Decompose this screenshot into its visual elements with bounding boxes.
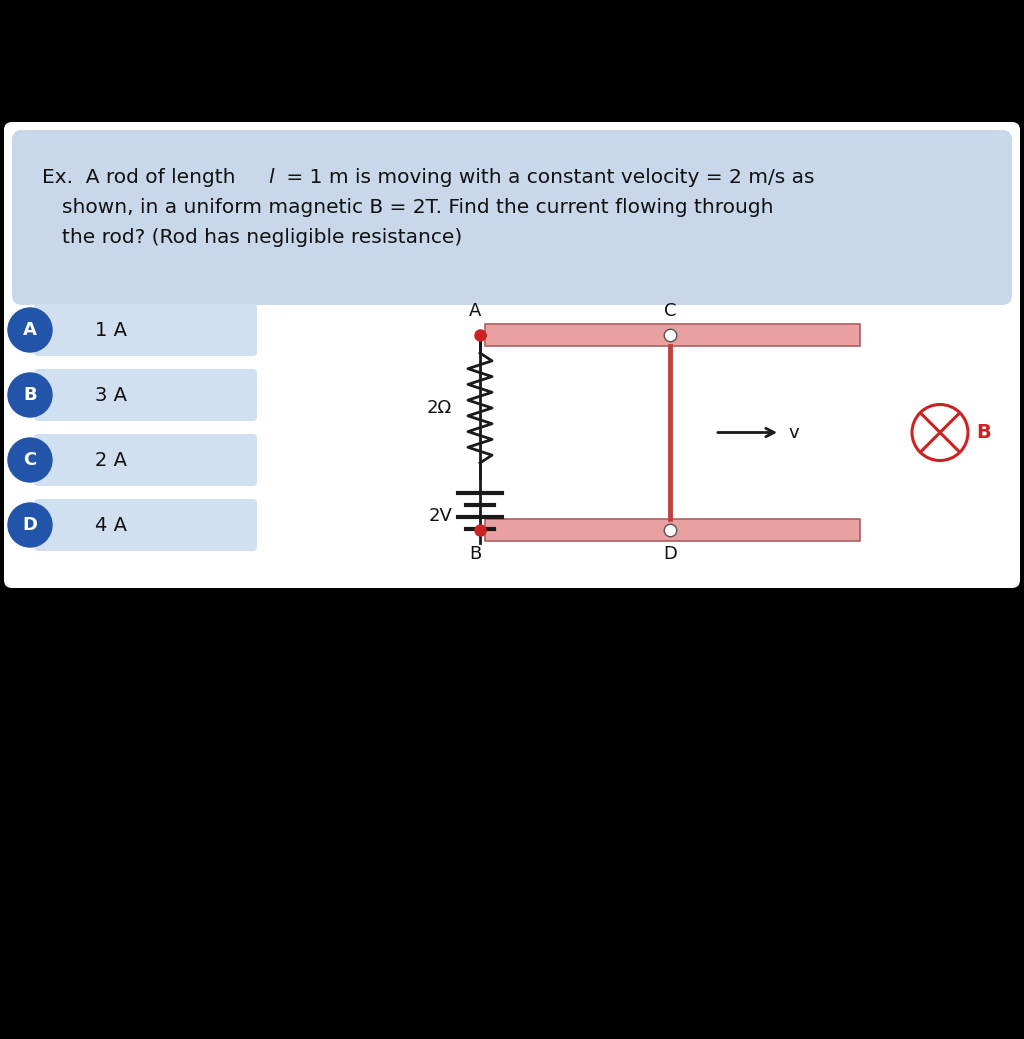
Text: Ex.  A rod of length: Ex. A rod of length [42, 168, 242, 187]
Text: 2V: 2V [428, 506, 452, 525]
Text: 2Ω: 2Ω [427, 399, 452, 417]
Circle shape [8, 308, 52, 352]
Text: B: B [976, 423, 991, 442]
Text: A: A [24, 321, 37, 339]
Text: v: v [788, 424, 799, 442]
Text: C: C [24, 451, 37, 469]
Text: 3 A: 3 A [95, 385, 127, 404]
Text: C: C [664, 302, 676, 320]
Text: D: D [664, 545, 677, 563]
Text: l: l [268, 168, 273, 187]
Text: the rod? (Rod has negligible resistance): the rod? (Rod has negligible resistance) [62, 228, 462, 247]
Text: 2 A: 2 A [95, 451, 127, 470]
Text: 4 A: 4 A [95, 515, 127, 534]
Circle shape [8, 503, 52, 547]
FancyBboxPatch shape [12, 130, 1012, 305]
Text: A: A [469, 302, 481, 320]
Text: shown, in a uniform magnetic B = 2T. Find the current flowing through: shown, in a uniform magnetic B = 2T. Fin… [62, 198, 773, 217]
Text: B: B [24, 387, 37, 404]
Text: B: B [469, 545, 481, 563]
Circle shape [8, 373, 52, 417]
FancyBboxPatch shape [485, 324, 860, 346]
Text: D: D [23, 516, 38, 534]
Circle shape [8, 438, 52, 482]
FancyBboxPatch shape [34, 369, 257, 421]
Text: = 1 m is moving with a constant velocity = 2 m/s as: = 1 m is moving with a constant velocity… [280, 168, 814, 187]
FancyBboxPatch shape [34, 434, 257, 486]
Text: 1 A: 1 A [95, 320, 127, 340]
FancyBboxPatch shape [34, 499, 257, 551]
FancyBboxPatch shape [4, 122, 1020, 588]
FancyBboxPatch shape [34, 304, 257, 356]
FancyBboxPatch shape [485, 520, 860, 541]
